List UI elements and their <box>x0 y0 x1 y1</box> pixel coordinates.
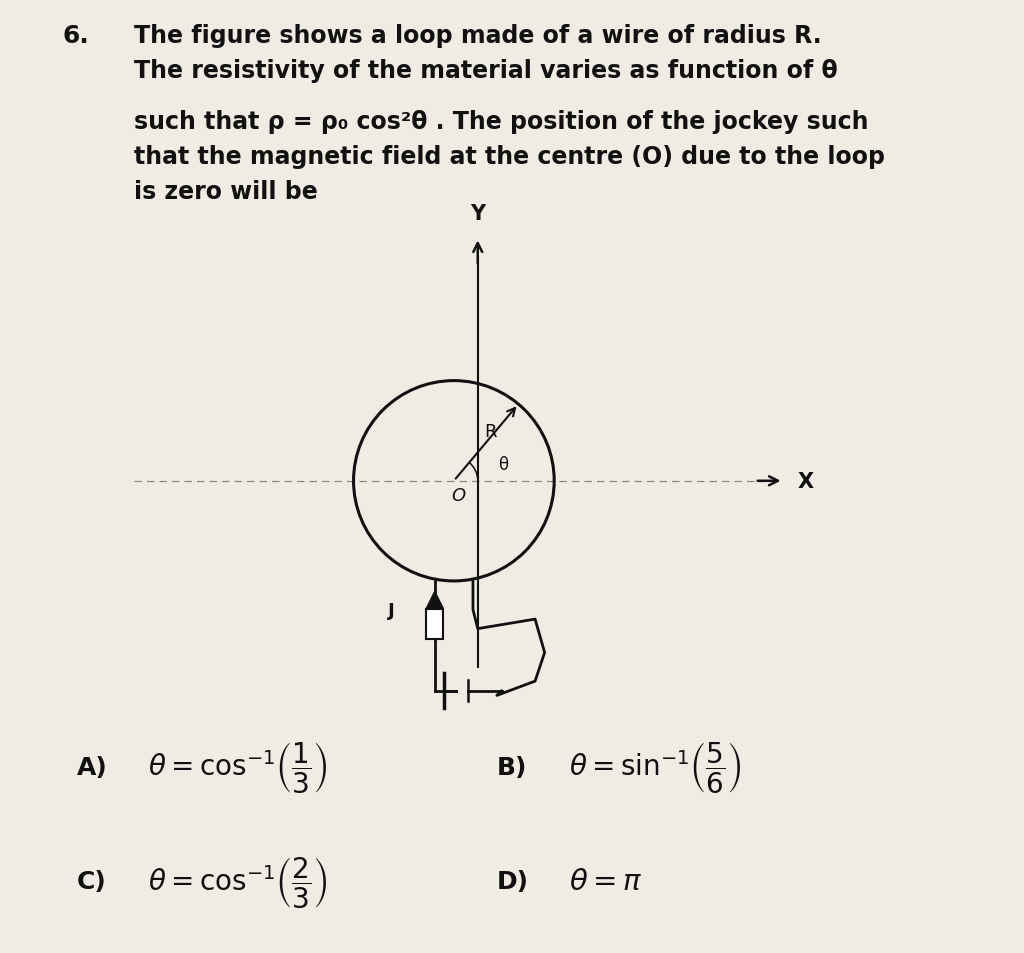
Text: The figure shows a loop made of a wire of radius R.: The figure shows a loop made of a wire o… <box>134 24 821 48</box>
Text: $\theta = \cos^{-1}\!\left(\dfrac{1}{3}\right)$: $\theta = \cos^{-1}\!\left(\dfrac{1}{3}\… <box>148 740 328 795</box>
Text: J: J <box>388 601 395 618</box>
Text: X: X <box>798 472 814 491</box>
Text: O: O <box>452 487 466 504</box>
Text: B): B) <box>497 755 527 780</box>
Text: $\theta = \cos^{-1}\!\left(\dfrac{2}{3}\right)$: $\theta = \cos^{-1}\!\left(\dfrac{2}{3}\… <box>148 854 328 909</box>
Text: that the magnetic field at the centre (O) due to the loop: that the magnetic field at the centre (O… <box>134 145 885 169</box>
Text: R: R <box>484 423 497 440</box>
Text: such that ρ = ρ₀ cos²θ . The position of the jockey such: such that ρ = ρ₀ cos²θ . The position of… <box>134 110 868 133</box>
Polygon shape <box>426 592 443 609</box>
Text: C): C) <box>77 869 106 894</box>
Text: 6.: 6. <box>62 24 89 48</box>
Text: A): A) <box>77 755 108 780</box>
Text: is zero will be: is zero will be <box>134 180 317 204</box>
Text: θ: θ <box>499 456 509 473</box>
FancyBboxPatch shape <box>426 609 443 639</box>
Text: $\theta = \sin^{-1}\!\left(\dfrac{5}{6}\right)$: $\theta = \sin^{-1}\!\left(\dfrac{5}{6}\… <box>568 740 741 795</box>
Text: $\theta = \pi$: $\theta = \pi$ <box>568 867 642 896</box>
Text: D): D) <box>497 869 528 894</box>
Text: The resistivity of the material varies as function of θ: The resistivity of the material varies a… <box>134 59 838 83</box>
Text: Y: Y <box>470 204 485 224</box>
